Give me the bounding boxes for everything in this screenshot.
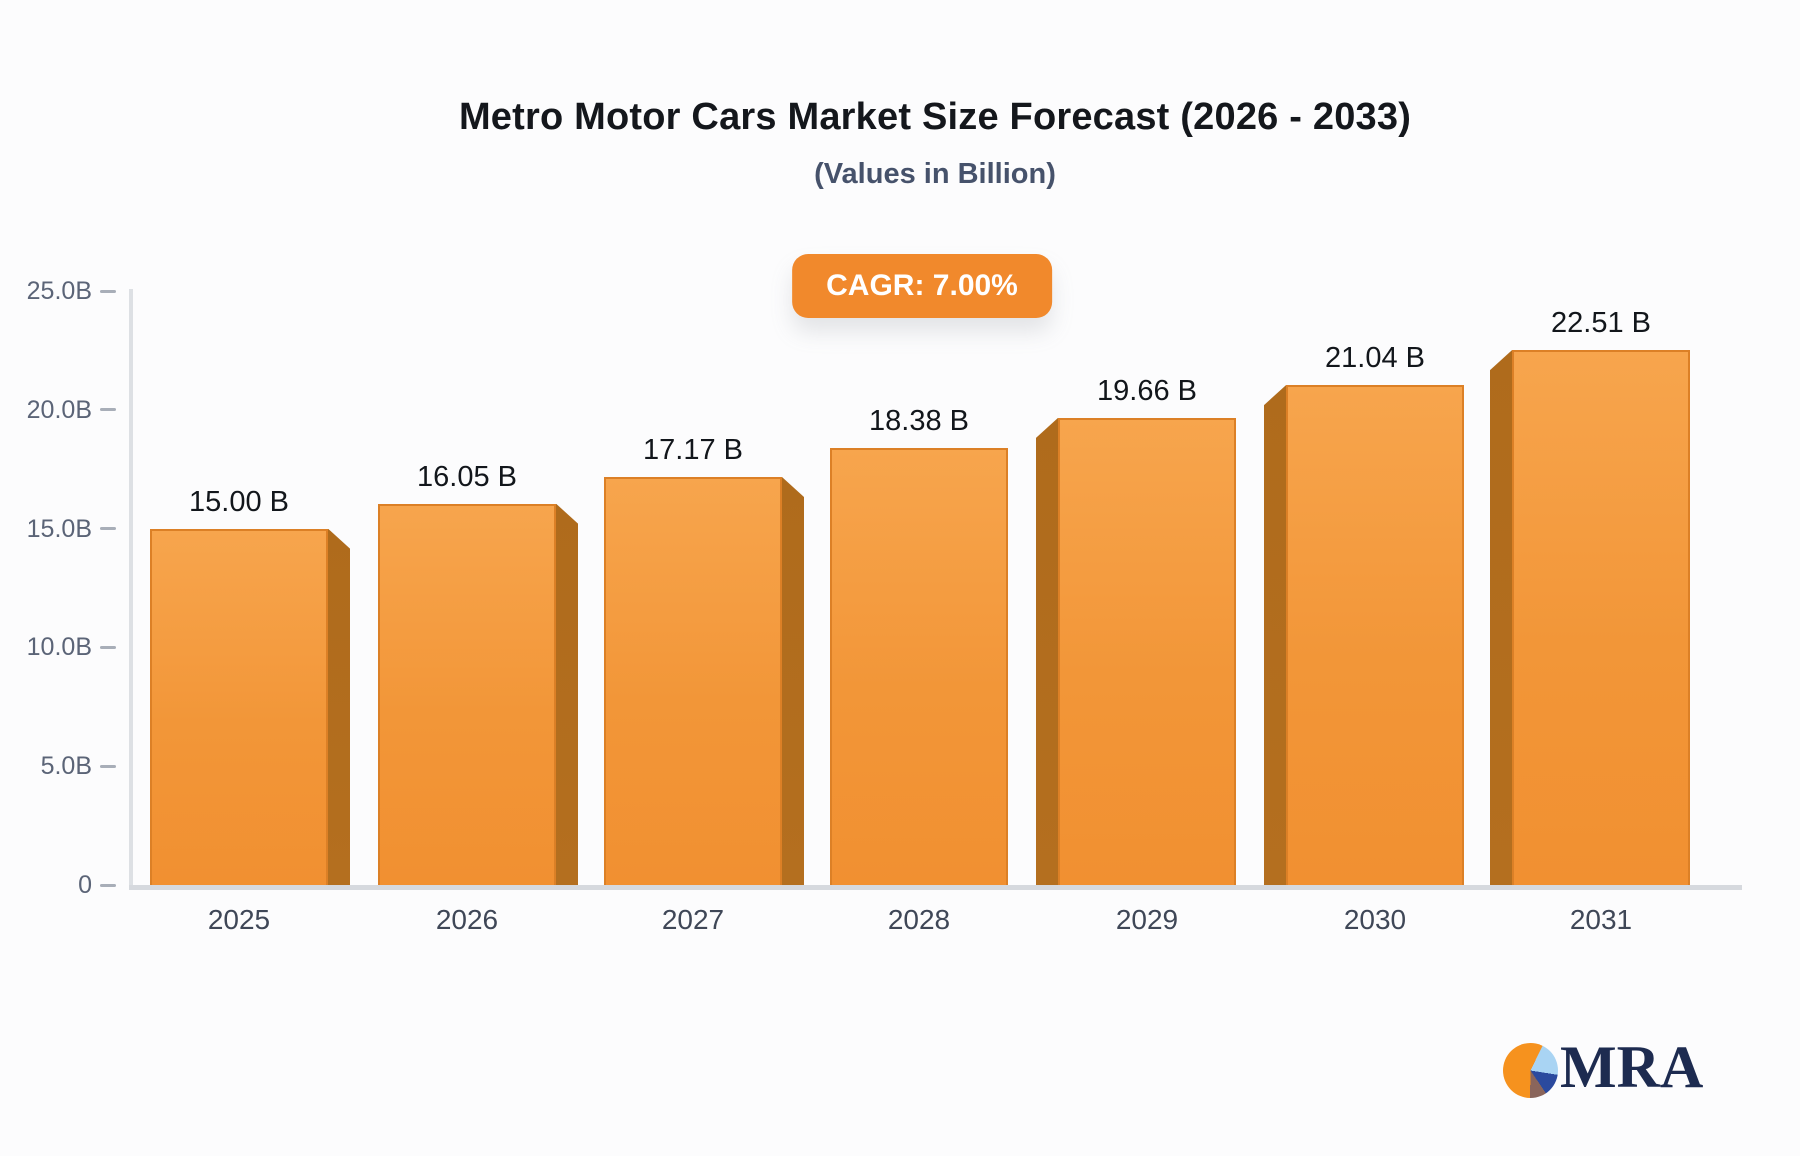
brand-logo-text: MRA bbox=[1560, 1034, 1704, 1100]
x-axis-label-2025: 2025 bbox=[207, 904, 271, 935]
y-axis-tick-label: 25.0B bbox=[26, 277, 92, 305]
bar-3d-side-2027 bbox=[782, 477, 804, 885]
cagr-badge: CAGR: 7.00% bbox=[792, 254, 1052, 318]
y-axis-tick-label: 5.0B bbox=[40, 752, 92, 781]
y-axis-tick-label: 10.0B bbox=[26, 633, 92, 662]
x-axis-label-2027: 2027 bbox=[661, 904, 725, 935]
bar-value-label-2031: 22.51 B bbox=[1551, 307, 1651, 340]
bar-value-label-2030: 21.04 B bbox=[1325, 342, 1425, 375]
x-axis-label-2031: 2031 bbox=[1569, 904, 1633, 935]
y-axis-tick bbox=[100, 883, 116, 887]
bar-value-label-2028: 18.38 B bbox=[869, 405, 969, 438]
y-axis-tick bbox=[100, 527, 116, 531]
bar-value-label-2026: 16.05 B bbox=[417, 460, 517, 493]
x-axis-label-2028: 2028 bbox=[887, 904, 951, 935]
x-axis-baseline bbox=[129, 885, 1742, 890]
bar-3d-side-2025 bbox=[328, 528, 350, 885]
chart-subtitle: (Values in Billion) bbox=[814, 158, 1056, 190]
bar-2031[interactable] bbox=[1512, 350, 1690, 885]
y-axis-tick bbox=[100, 764, 116, 768]
y-axis-tick-label: 20.0B bbox=[26, 395, 92, 424]
y-axis-tick-label: 0 bbox=[78, 871, 92, 899]
y-axis-tick bbox=[100, 645, 116, 649]
pie-chart-logo-icon bbox=[1503, 1043, 1558, 1098]
y-axis-line bbox=[129, 289, 133, 890]
bar-2027[interactable] bbox=[604, 477, 782, 885]
bar-value-label-2027: 17.17 B bbox=[643, 434, 743, 467]
x-axis-label-2026: 2026 bbox=[435, 904, 499, 935]
brand-logo[interactable]: MRA bbox=[1503, 1033, 1703, 1102]
chart-title: Metro Motor Cars Market Size Forecast (2… bbox=[458, 96, 1412, 138]
x-axis-label-2030: 2030 bbox=[1343, 904, 1407, 935]
bar-2026[interactable] bbox=[378, 503, 556, 885]
bar-2030[interactable] bbox=[1286, 385, 1464, 885]
y-axis-tick-label: 15.0B bbox=[26, 514, 92, 543]
bar-3d-side-2026 bbox=[556, 503, 578, 885]
bar-2029[interactable] bbox=[1058, 417, 1236, 885]
bar-value-label-2025: 15.00 B bbox=[189, 485, 289, 518]
bar-3d-side-2031 bbox=[1490, 350, 1512, 885]
x-axis-label-2029: 2029 bbox=[1115, 904, 1179, 935]
bar-2025[interactable] bbox=[150, 528, 328, 885]
y-axis-tick bbox=[100, 408, 116, 412]
bar-3d-side-2030 bbox=[1264, 385, 1286, 885]
bar-2028[interactable] bbox=[830, 448, 1008, 885]
y-axis-tick bbox=[100, 289, 116, 293]
bar-3d-side-2029 bbox=[1036, 417, 1058, 885]
bar-value-label-2029: 19.66 B bbox=[1097, 374, 1197, 407]
